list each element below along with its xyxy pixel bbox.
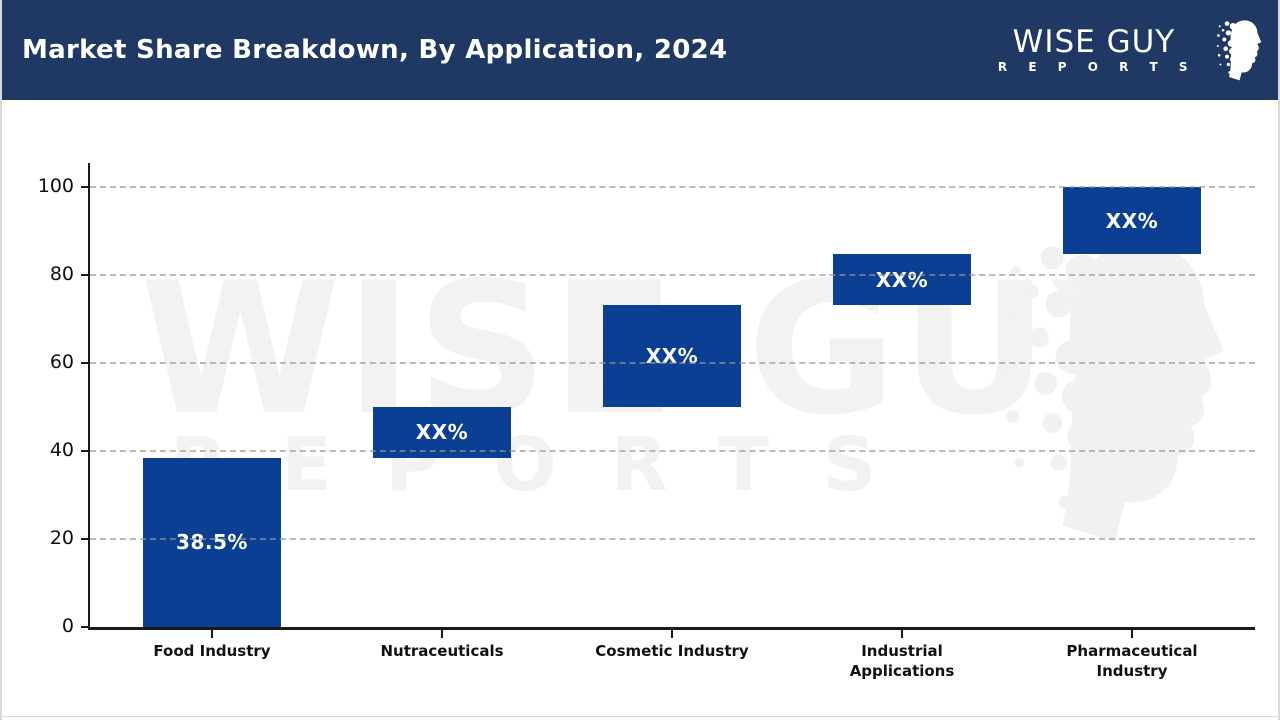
y-tick-100: [81, 186, 90, 188]
bar-nutraceuticals: XX%: [373, 407, 511, 458]
gridline-80: [90, 274, 1255, 276]
bar-pharmaceutical-industry: XX%: [1063, 187, 1201, 255]
gridline-40: [90, 450, 1255, 452]
bar-cosmetic-industry: XX%: [603, 304, 741, 407]
logo-wordmark: WISE GUY: [1012, 23, 1176, 60]
bar-value-label: 38.5%: [176, 530, 248, 555]
x-tick-4: [901, 630, 903, 638]
y-tick-label-80: 80: [49, 263, 74, 285]
bottom-divider: [2, 716, 1278, 717]
y-tick-label-0: 0: [61, 615, 74, 637]
gridline-60: [90, 362, 1255, 364]
bar-value-label: XX%: [415, 420, 469, 445]
y-tick-40: [81, 450, 90, 452]
header-bar: Market Share Breakdown, By Application, …: [2, 0, 1278, 100]
x-tick-3: [671, 630, 673, 638]
y-axis: [88, 163, 90, 627]
category-label-food-industry: Food Industry: [153, 642, 271, 660]
bar-value-label: XX%: [645, 343, 699, 368]
logo-text: WISE GUY R E P O R T S: [992, 26, 1196, 75]
category-label-industrial-applications: Industrial Applications: [849, 642, 955, 681]
category-label-cosmetic-industry: Cosmetic Industry: [595, 642, 749, 660]
y-tick-60: [81, 362, 90, 364]
x-tick-5: [1131, 630, 1133, 638]
gridline-100: [90, 186, 1255, 188]
y-tick-label-20: 20: [49, 527, 74, 549]
wise-guy-reports-logo: WISE GUY R E P O R T S: [992, 10, 1264, 90]
y-tick-label-60: 60: [49, 351, 74, 373]
chart-title: Market Share Breakdown, By Application, …: [22, 35, 728, 65]
y-tick-0: [81, 626, 90, 628]
bar-industrial-applications: XX%: [833, 254, 971, 305]
y-tick-label-100: 100: [37, 175, 74, 197]
category-label-pharmaceutical-industry: Pharmaceutical Industry: [1066, 642, 1198, 681]
category-label-nutraceuticals: Nutraceuticals: [380, 642, 504, 660]
x-tick-1: [211, 630, 213, 638]
y-tick-80: [81, 274, 90, 276]
watermark-text-reports: REPORTS: [170, 422, 931, 508]
bar-value-label: XX%: [875, 267, 929, 292]
y-tick-label-40: 40: [49, 439, 74, 461]
y-tick-20: [81, 538, 90, 540]
gridline-20: [90, 538, 1255, 540]
bar-value-label: XX%: [1105, 208, 1159, 233]
x-tick-2: [441, 630, 443, 638]
logo-subtitle: R E P O R T S: [997, 60, 1196, 75]
bar-food-industry: 38.5%: [143, 457, 281, 627]
x-axis: [88, 627, 1255, 630]
